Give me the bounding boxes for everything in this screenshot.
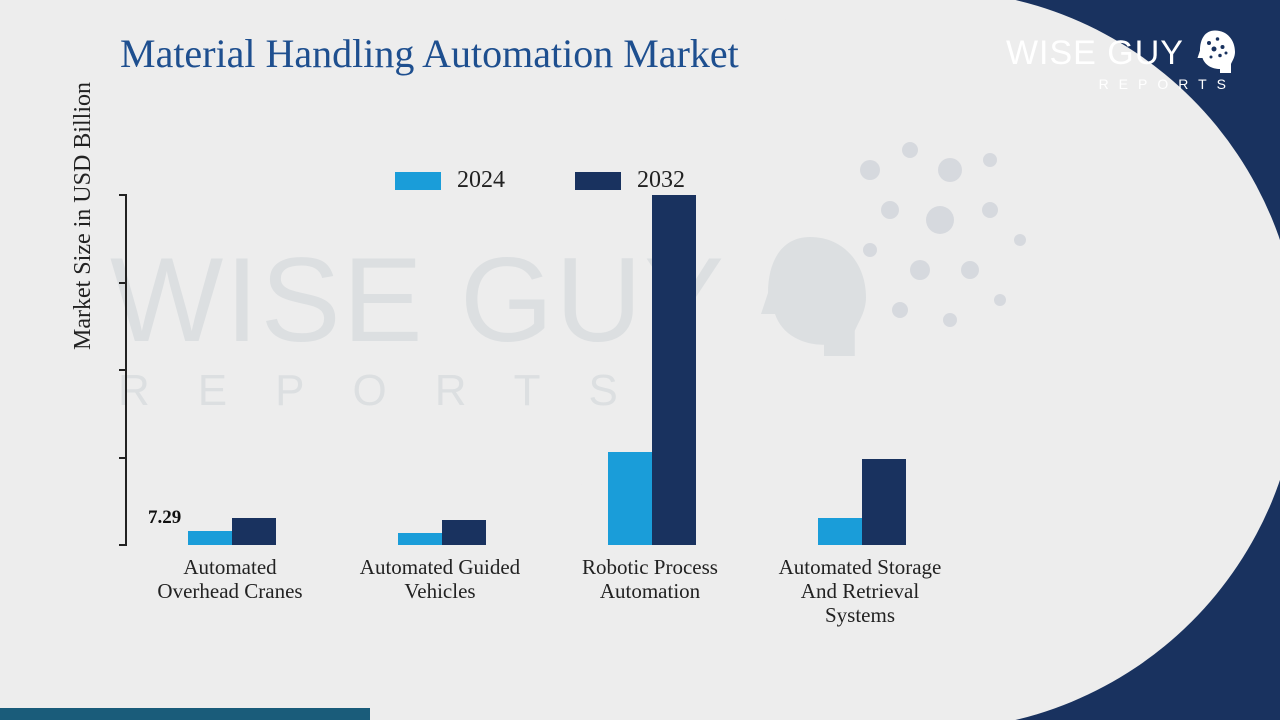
bar xyxy=(398,533,442,545)
legend-swatch-2024 xyxy=(395,172,441,190)
bar-value-label: 7.29 xyxy=(148,507,181,529)
plot-region: 7.29 xyxy=(125,195,955,545)
bottom-accent-bar xyxy=(0,708,370,720)
bar-group xyxy=(352,520,532,545)
bar xyxy=(442,520,486,545)
x-axis-labels: Automated Overhead Cranes Automated Guide… xyxy=(125,555,955,695)
x-axis-label: Automated Storage And Retrieval Systems xyxy=(770,555,950,627)
bar xyxy=(818,518,862,545)
chart-area: 2024 2032 7.29 Automated Overhead Cranes… xyxy=(125,195,955,565)
bar xyxy=(608,452,652,545)
bar-group xyxy=(772,459,952,545)
logo-head-icon xyxy=(1190,28,1240,78)
bar xyxy=(188,531,232,545)
chart-title: Material Handling Automation Market xyxy=(120,30,739,77)
bar xyxy=(862,459,906,545)
brand-logo: WISE GUY REPORTS xyxy=(1006,28,1240,92)
logo-sub-text: REPORTS xyxy=(1006,76,1236,92)
y-axis-label: Market Size in USD Billion xyxy=(70,82,97,350)
logo-main-text: WISE GUY xyxy=(1006,34,1184,73)
chart-legend: 2024 2032 xyxy=(125,167,955,194)
bar xyxy=(652,195,696,545)
legend-item-2032: 2032 xyxy=(575,167,685,194)
x-axis-label: Automated Overhead Cranes xyxy=(140,555,320,603)
legend-swatch-2032 xyxy=(575,172,621,190)
legend-item-2024: 2024 xyxy=(395,167,505,194)
bar-group xyxy=(562,195,742,545)
chart-canvas: WISE GUY REPORTS Material Handling Autom… xyxy=(0,0,1280,720)
x-axis-label: Automated Guided Vehicles xyxy=(350,555,530,603)
bar xyxy=(232,518,276,545)
legend-label-2024: 2024 xyxy=(457,167,505,194)
x-axis-label: Robotic Process Automation xyxy=(560,555,740,603)
legend-label-2032: 2032 xyxy=(637,167,685,194)
